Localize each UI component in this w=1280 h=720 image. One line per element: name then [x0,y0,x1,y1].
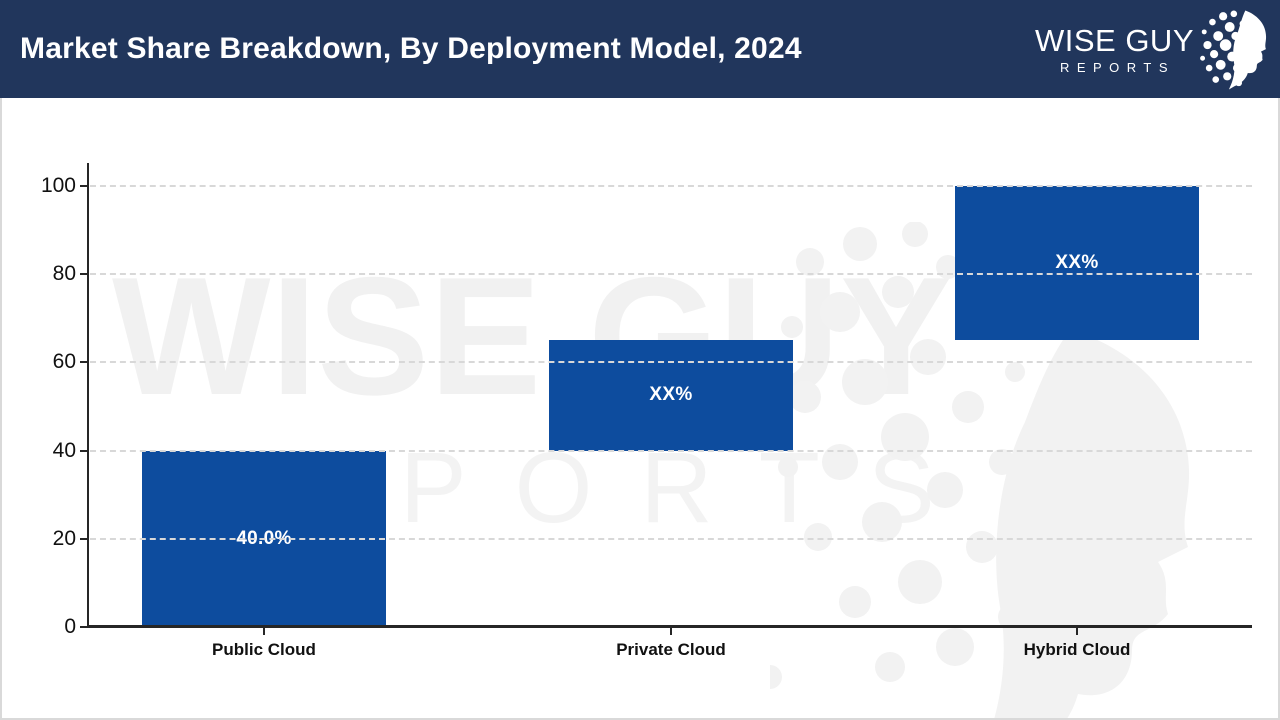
y-tick-label-60: 60 [52,350,76,374]
y-tick-60 [80,361,88,364]
x-tick-1 [263,628,265,635]
watermark-head-icon [770,222,1189,720]
y-tick-label-40: 40 [52,438,76,462]
y-tick-80 [80,273,88,276]
x-category-label: Hybrid Cloud [1023,640,1131,659]
x-tick-3 [1076,628,1078,635]
y-tick-label-100: 100 [40,174,76,197]
wiseguy-head-icon [1200,10,1267,90]
y-tick-label-0: 0 [64,615,76,638]
x-axis-line [87,625,1252,628]
gridline-100 [90,185,1252,187]
gridline-80 [90,273,1252,276]
brand-name: WISE GUY [1034,23,1194,59]
gridline-60 [90,361,1252,364]
gridline-20 [90,537,1252,540]
y-tick-label-20: 20 [52,526,76,550]
bar-value-label: XX% [649,384,693,406]
bar-hybrid-cloud: XX% [955,186,1199,341]
x-category-label: Public Cloud [212,640,316,659]
brand-subtitle: REPORTS [1059,59,1176,75]
bar-value-label: XX% [1055,252,1099,274]
brand-text: WISE GUY REPORTS [1035,25,1194,75]
header-bar: Market Share Breakdown, By Deployment Mo… [0,0,1280,98]
y-tick-40 [80,449,88,452]
x-category-label: Private Cloud [616,640,726,659]
y-tick-100 [80,185,88,187]
y-tick-20 [80,537,88,540]
y-tick-label-80: 80 [52,262,76,286]
x-tick-2 [670,628,672,635]
brand-logo: WISE GUY REPORTS [1035,8,1270,92]
y-tick-0 [80,626,88,628]
gridline-40 [90,449,1252,452]
bar-private-cloud: XX% [549,340,793,451]
page-title: Market Share Breakdown, By Deployment Mo… [20,32,802,65]
y-axis-line [87,163,89,628]
